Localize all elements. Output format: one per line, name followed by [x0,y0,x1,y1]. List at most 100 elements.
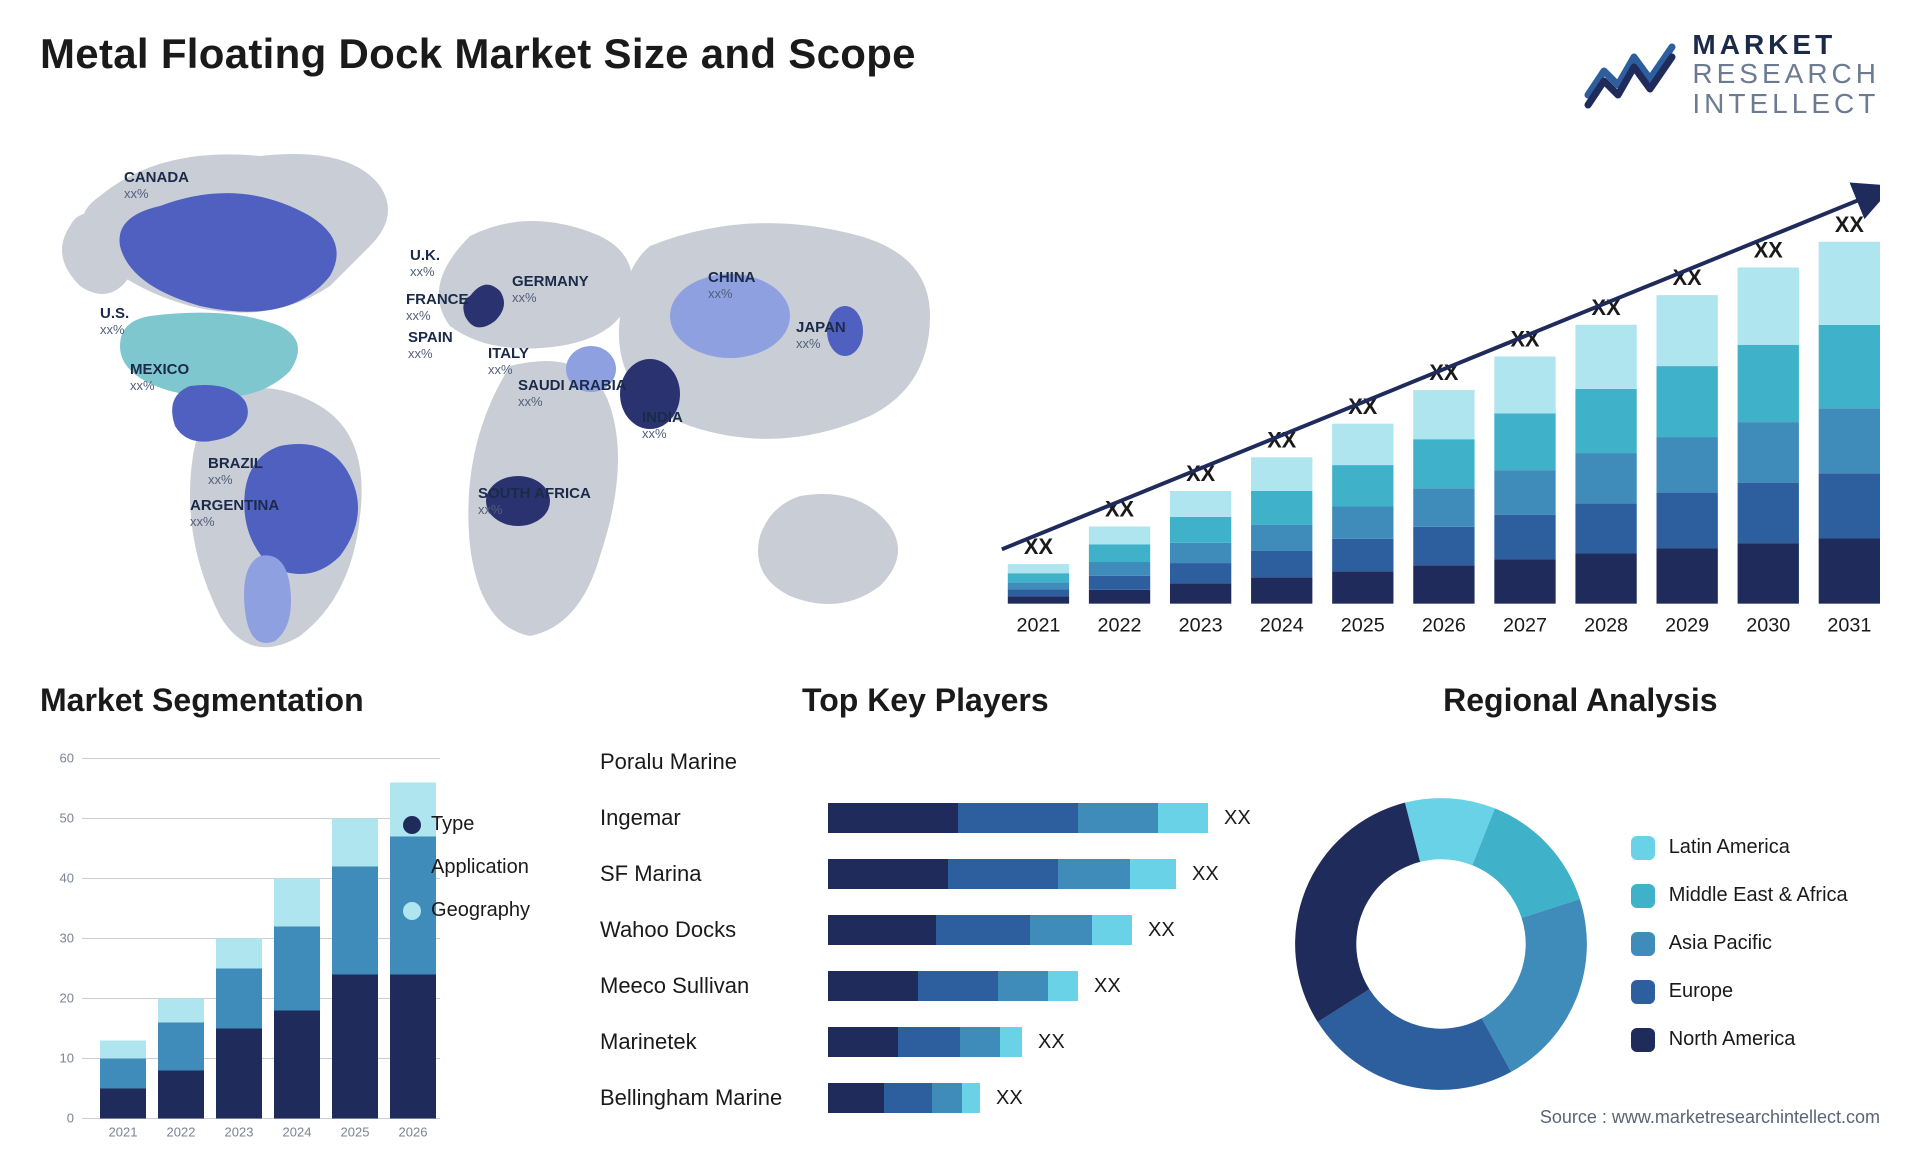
growth-bar-seg [1089,562,1150,576]
player-bar-seg [932,1083,962,1113]
segmentation-chart: 0102030405060202120222023202420252026 [40,735,570,1152]
growth-bar-seg [1170,517,1231,543]
legend-label: Application [431,856,529,879]
seg-ytick: 10 [60,1051,74,1066]
growth-bar-seg [1819,242,1880,325]
growth-bar-seg [1332,507,1393,539]
player-value: XX [1094,975,1121,998]
map-label-brazil: BRAZILxx% [208,456,263,487]
map-label-u-k-: U.K.xx% [410,248,440,279]
growth-year-label: 2027 [1503,615,1547,637]
source-text: Source : www.marketresearchintellect.com [1540,1107,1880,1128]
growth-bar-seg [1089,590,1150,604]
brand-line1: MARKET [1692,30,1880,59]
growth-bar-seg [1494,559,1555,604]
growth-bar-seg [1251,525,1312,551]
players-section: Top Key Players Poralu MarineIngemarXXSF… [600,682,1251,1152]
player-bar: XX [828,915,1251,945]
player-value: XX [1148,919,1175,942]
player-bar-seg [960,1027,1000,1057]
legend-swatch [403,816,421,834]
player-bar-seg [1048,971,1078,1001]
growth-bar-seg [1819,539,1880,604]
player-bar: XX [828,1027,1251,1057]
regional-section: Regional Analysis Latin AmericaMiddle Ea… [1281,682,1880,1152]
seg-ytick: 30 [60,931,74,946]
player-bar-seg [1158,803,1208,833]
map-label-argentina: ARGENTINAxx% [190,498,279,529]
page-title: Metal Floating Dock Market Size and Scop… [40,30,916,78]
player-name: Marinetek [600,1029,810,1055]
growth-year-label: 2023 [1179,615,1223,637]
players-title: Top Key Players [600,682,1251,719]
growth-bar-seg [1575,389,1636,453]
segmentation-title: Market Segmentation [40,682,570,719]
legend-label: Geography [431,899,530,922]
map-label-spain: SPAINxx% [408,330,453,361]
player-bar-seg [1130,859,1176,889]
brand-line3: INTELLECT [1692,89,1880,118]
growth-bar-seg [1738,483,1799,544]
player-bar-seg [828,1083,884,1113]
donut-slice [1481,899,1586,1072]
seg-bar-seg [158,999,204,1023]
player-bar: XX [828,859,1251,889]
map-label-saudi-arabia: SAUDI ARABIAxx% [518,378,627,409]
players-chart: Poralu MarineIngemarXXSF MarinaXXWahoo D… [600,735,1251,1152]
seg-legend-item: Application [403,856,530,879]
player-bar-seg [828,915,936,945]
growth-bar-seg [1089,576,1150,590]
player-bar-seg [958,803,1078,833]
growth-bar-seg [1738,268,1799,345]
seg-ytick: 0 [67,1111,74,1126]
growth-bar-seg [1413,390,1474,439]
player-row: IngemarXX [600,795,1251,841]
seg-ytick: 40 [60,871,74,886]
seg-year-label: 2022 [167,1125,196,1140]
regional-donut [1281,784,1601,1104]
player-bar: XX [828,971,1251,1001]
seg-ytick: 50 [60,811,74,826]
growth-bar-seg [1819,474,1880,539]
growth-year-label: 2025 [1341,615,1385,637]
player-value: XX [1224,807,1251,830]
seg-bar-seg [158,1071,204,1119]
growth-bar-seg [1008,590,1069,597]
growth-bar-seg [1332,465,1393,506]
growth-bar-seg [1575,325,1636,389]
seg-ytick: 20 [60,991,74,1006]
growth-bar-seg [1332,571,1393,603]
player-bar [828,747,1251,777]
segmentation-legend: TypeApplicationGeography [403,813,530,922]
segmentation-section: Market Segmentation 01020304050602021202… [40,682,570,1152]
player-bar-seg [1058,859,1130,889]
growth-bar-seg [1008,582,1069,589]
growth-bar-seg [1657,493,1718,549]
player-bar-seg [884,1083,932,1113]
player-value: XX [1038,1031,1065,1054]
seg-bar-seg [100,1059,146,1089]
growth-bar-seg [1575,503,1636,553]
seg-legend-item: Geography [403,899,530,922]
player-row: Meeco SullivanXX [600,963,1251,1009]
player-bar-seg [998,971,1048,1001]
player-bar-seg [828,859,948,889]
seg-year-label: 2021 [109,1125,138,1140]
seg-year-label: 2025 [341,1125,370,1140]
legend-label: Middle East & Africa [1669,884,1848,907]
growth-bar-seg [1413,527,1474,565]
header: Metal Floating Dock Market Size and Scop… [40,30,1880,118]
growth-bar-seg [1657,366,1718,437]
legend-label: Asia Pacific [1669,932,1772,955]
map-argentina [244,556,291,644]
growth-bar-seg [1251,551,1312,577]
growth-bar-seg [1251,577,1312,603]
growth-bar-seg [1494,413,1555,470]
legend-swatch [1631,980,1655,1004]
legend-swatch [1631,884,1655,908]
growth-bar-seg [1657,295,1718,366]
player-name: Bellingham Marine [600,1085,810,1111]
regional-legend-item: Middle East & Africa [1631,884,1848,908]
map-label-mexico: MEXICOxx% [130,362,189,393]
regional-legend-item: Latin America [1631,836,1848,860]
